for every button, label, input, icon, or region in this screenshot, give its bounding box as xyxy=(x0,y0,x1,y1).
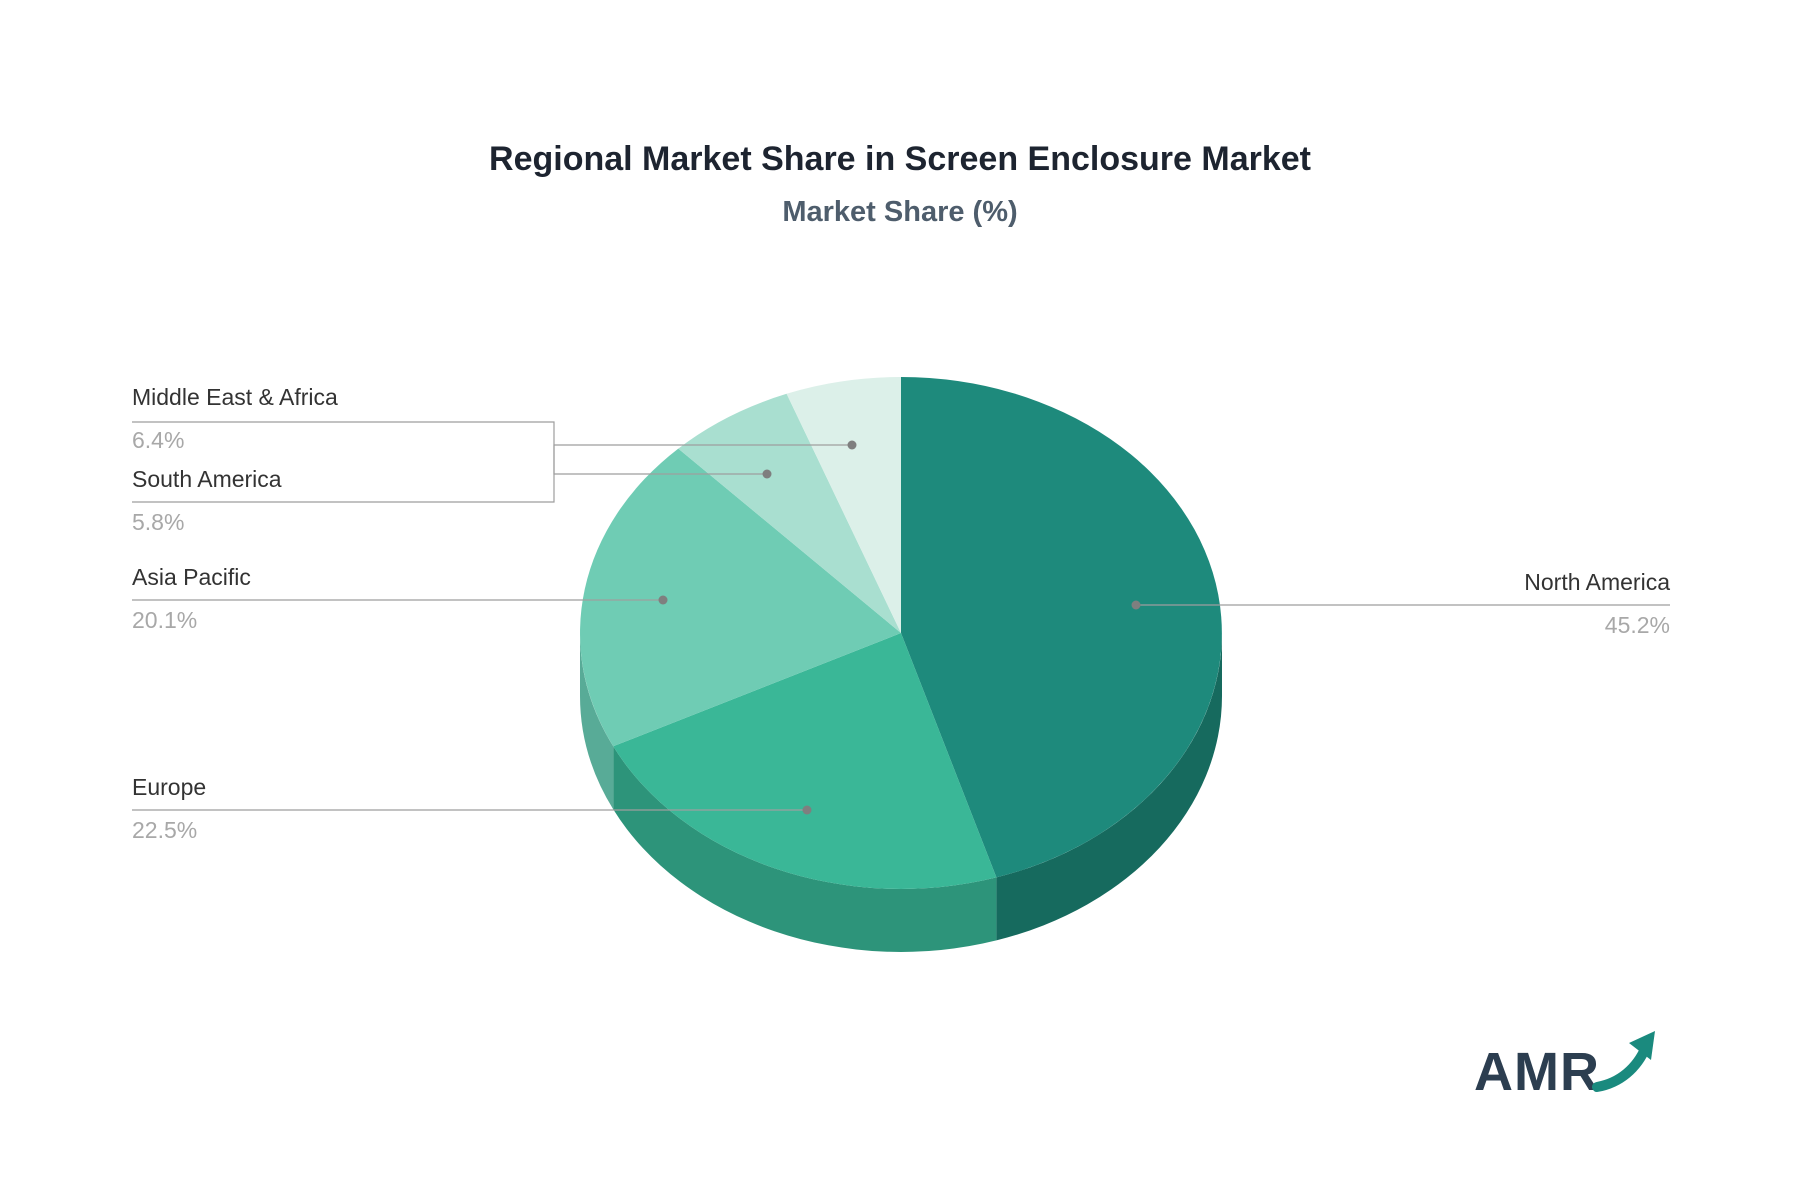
pie-slice-2 xyxy=(580,448,901,747)
chart-title: Regional Market Share in Screen Enclosur… xyxy=(489,140,1311,178)
pie-slice-0 xyxy=(901,377,1222,878)
amr-logo-text: AMR xyxy=(1474,1042,1600,1102)
slice-pct: 6.4% xyxy=(132,427,184,453)
leader-dot xyxy=(1131,600,1141,610)
callout-asia-pacific: Asia Pacific 20.1% xyxy=(132,564,668,633)
pie-body xyxy=(580,377,1222,952)
leader-dot xyxy=(762,469,772,479)
arrow-head-icon xyxy=(1629,1031,1655,1060)
slice-pct: 5.8% xyxy=(132,509,184,535)
leader-dot xyxy=(847,440,857,450)
pie-slice-1 xyxy=(613,633,997,889)
callout-middle-east-africa: Middle East & Africa 6.4% xyxy=(132,384,772,479)
slice-pct: 45.2% xyxy=(1605,612,1670,638)
pie-slice-rim-2 xyxy=(580,633,614,810)
callout-north-america: North America 45.2% xyxy=(1131,569,1670,638)
slice-label: North America xyxy=(1524,569,1670,595)
pie-slice-rim-1 xyxy=(613,746,997,952)
pie-slice-rim-0 xyxy=(996,633,1222,941)
leader-dot xyxy=(658,595,668,605)
callout-south-america: South America 5.8% xyxy=(132,440,857,535)
slice-pct: 22.5% xyxy=(132,817,197,843)
slice-pct: 20.1% xyxy=(132,607,197,633)
chart-subtitle: Market Share (%) xyxy=(782,196,1017,228)
leader-line xyxy=(132,444,852,503)
callout-europe: Europe 22.5% xyxy=(132,774,812,843)
pie-slice-4 xyxy=(786,377,901,633)
slice-label: Middle East & Africa xyxy=(132,384,338,410)
slice-label: South America xyxy=(132,466,282,492)
leader-dot xyxy=(802,805,812,815)
amr-logo: AMR xyxy=(1474,1031,1655,1102)
arrow-swoosh-icon xyxy=(1592,1042,1651,1092)
pie-slice-3 xyxy=(678,393,901,633)
slice-label: Asia Pacific xyxy=(132,564,251,590)
slice-label: Europe xyxy=(132,774,206,800)
